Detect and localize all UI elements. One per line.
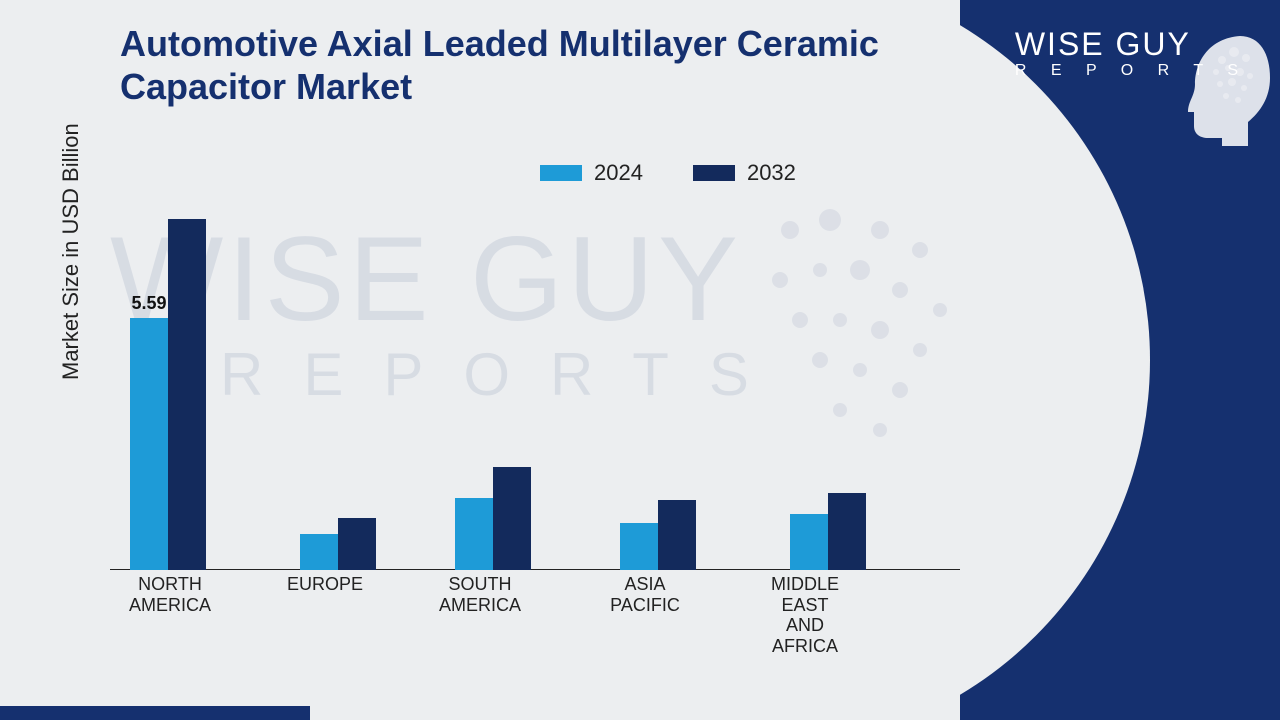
brand-logo-main: WISE GUY: [1015, 28, 1248, 60]
x-axis-label: EUROPE: [255, 574, 395, 595]
bar: [168, 219, 206, 570]
bar: [620, 523, 658, 570]
bar-group: [300, 518, 376, 570]
legend-label-2032: 2032: [747, 160, 796, 186]
y-axis-label: Market Size in USD Billion: [58, 123, 84, 380]
bar-value-label: 5.59: [130, 293, 168, 318]
bar-group: [455, 467, 531, 570]
bar: [300, 534, 338, 570]
x-axis-label: MIDDLEEASTANDAFRICA: [735, 574, 875, 657]
legend-swatch-2024: [540, 165, 582, 181]
bar-group: 5.59: [130, 219, 206, 570]
chart-title: Automotive Axial Leaded Multilayer Ceram…: [120, 22, 900, 108]
legend: 2024 2032: [540, 160, 796, 186]
bar: [455, 498, 493, 570]
x-axis-label: ASIAPACIFIC: [575, 574, 715, 615]
footer-accent-bar: [0, 706, 310, 720]
bar: [338, 518, 376, 570]
legend-item-2024: 2024: [540, 160, 643, 186]
x-axis-label: NORTHAMERICA: [100, 574, 240, 615]
bar: [493, 467, 531, 570]
x-axis-label: SOUTHAMERICA: [410, 574, 550, 615]
legend-item-2032: 2032: [693, 160, 796, 186]
plot-area: 5.59: [110, 210, 960, 570]
bar: [130, 318, 168, 570]
chart-canvas: WISE GUY R E P O R T S Automotive Axial …: [0, 0, 1280, 720]
brand-logo: WISE GUY R E P O R T S: [1015, 28, 1248, 80]
bar-group: [790, 493, 866, 570]
bar: [790, 514, 828, 570]
legend-label-2024: 2024: [594, 160, 643, 186]
legend-swatch-2032: [693, 165, 735, 181]
bar: [828, 493, 866, 570]
brand-logo-sub: R E P O R T S: [1015, 62, 1248, 80]
bar: [658, 500, 696, 570]
bar-group: [620, 500, 696, 570]
